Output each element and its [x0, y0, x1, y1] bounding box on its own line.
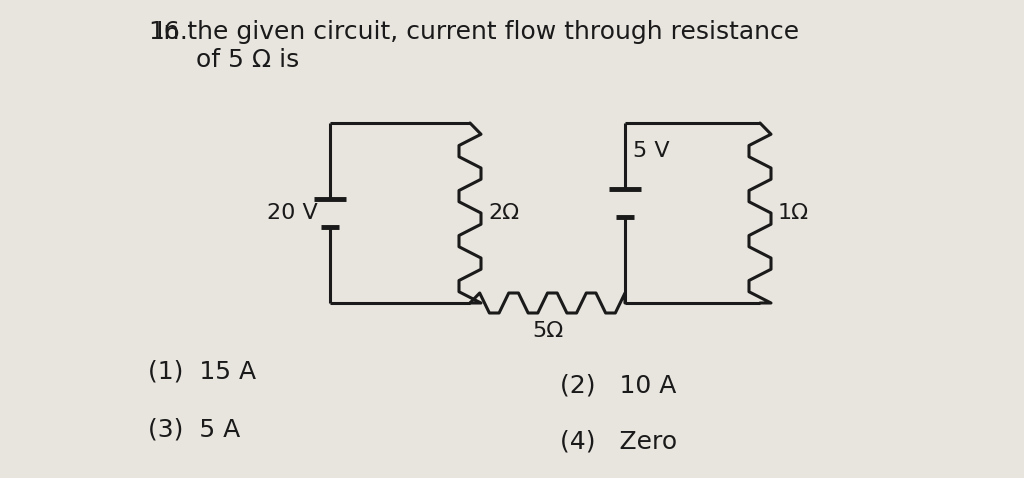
Text: 20 V: 20 V: [267, 203, 318, 223]
Text: (2)   10 A: (2) 10 A: [560, 373, 677, 397]
Text: 2Ω: 2Ω: [488, 203, 519, 223]
Text: 16.: 16.: [148, 20, 187, 44]
Text: 1Ω: 1Ω: [778, 203, 809, 223]
Text: (1)  15 A: (1) 15 A: [148, 360, 256, 384]
Text: 5Ω: 5Ω: [531, 321, 563, 341]
Text: (4)   Zero: (4) Zero: [560, 430, 677, 454]
Text: In the given circuit, current flow through resistance
      of 5 Ω is: In the given circuit, current flow throu…: [148, 20, 799, 72]
Text: 5 V: 5 V: [633, 141, 670, 161]
Text: (3)  5 A: (3) 5 A: [148, 418, 241, 442]
